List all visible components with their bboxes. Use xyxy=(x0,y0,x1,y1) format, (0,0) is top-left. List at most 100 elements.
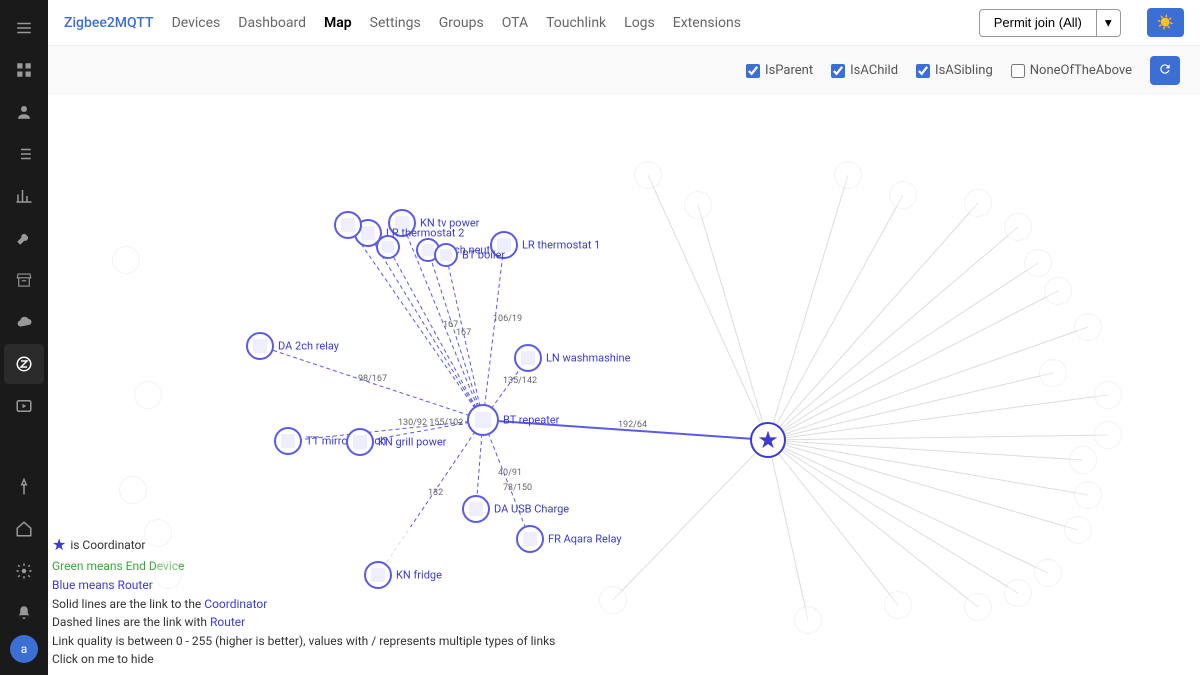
node-bt_repeater[interactable]: BT repeater xyxy=(467,404,499,436)
legend-coord: is Coordinator xyxy=(70,536,145,555)
filter-isachild[interactable]: IsAChild xyxy=(831,63,898,78)
ghost-node xyxy=(599,586,627,614)
nav-settings[interactable]: Settings xyxy=(370,15,421,31)
permit-join-group: Permit join (All) ▾ xyxy=(979,9,1121,37)
sidebar-list-icon[interactable] xyxy=(4,134,44,174)
svg-text:135/142: 135/142 xyxy=(503,376,537,386)
svg-text:167: 167 xyxy=(443,320,458,330)
theme-toggle-button[interactable]: ☀️ xyxy=(1147,8,1184,37)
nav-map[interactable]: Map xyxy=(324,15,352,31)
svg-text:167: 167 xyxy=(456,328,471,338)
sidebar-zigbee-icon[interactable] xyxy=(4,344,44,384)
filter-isparent-checkbox[interactable] xyxy=(746,64,760,78)
sidebar-user-icon[interactable] xyxy=(4,92,44,132)
ghost-node xyxy=(1069,446,1097,474)
ghost-node xyxy=(684,191,712,219)
sidebar: a xyxy=(0,0,48,675)
brand[interactable]: Zigbee2MQTT xyxy=(64,15,154,31)
avatar[interactable]: a xyxy=(10,635,38,663)
node-label: KN fridge xyxy=(396,569,442,582)
filter-isasibling[interactable]: IsASibling xyxy=(916,63,993,78)
node-da_2ch[interactable]: DA 2ch relay xyxy=(246,332,274,360)
node-label: LR thermostat 1 xyxy=(522,239,600,252)
ghost-node xyxy=(794,606,822,634)
node-label: FR Aqara Relay xyxy=(548,533,622,546)
ghost-node xyxy=(634,161,662,189)
sidebar-bell-icon[interactable] xyxy=(4,593,44,633)
ghost-node xyxy=(1044,277,1072,305)
filter-isparent[interactable]: IsParent xyxy=(746,63,813,78)
legend-enddevice: Green means End Device xyxy=(52,557,555,576)
node-label: LN washmashine xyxy=(546,352,630,365)
nav-devices[interactable]: Devices xyxy=(172,15,221,31)
node-label: BT repeater xyxy=(503,414,559,427)
filter-noneoftheabove[interactable]: NoneOfTheAbove xyxy=(1011,63,1132,78)
legend-dashed: Dashed lines are the link with Router xyxy=(52,613,555,632)
svg-text:40/91: 40/91 xyxy=(498,468,522,478)
refresh-button[interactable] xyxy=(1150,56,1180,85)
svg-text:192/64: 192/64 xyxy=(618,420,647,430)
sidebar-store-icon[interactable] xyxy=(4,260,44,300)
ghost-node xyxy=(889,181,917,209)
sidebar-menu-icon[interactable] xyxy=(4,8,44,48)
ghost-node xyxy=(1074,313,1102,341)
node-fr_aqara[interactable]: FR Aqara Relay xyxy=(516,525,544,553)
svg-text:106/19: 106/19 xyxy=(493,314,522,324)
nav-extensions[interactable]: Extensions xyxy=(673,15,741,31)
legend-solid: Solid lines are the link to the Coordina… xyxy=(52,595,555,614)
permit-join-button[interactable]: Permit join (All) xyxy=(979,9,1097,37)
legend-quality: Link quality is between 0 - 255 (higher … xyxy=(52,632,555,651)
sidebar-wrench-icon[interactable] xyxy=(4,218,44,258)
svg-text:98/167: 98/167 xyxy=(358,374,387,384)
node-bt_boiler[interactable]: BT boiler xyxy=(434,243,458,267)
node-label: DA USB Charge xyxy=(494,503,569,516)
sidebar-grid-icon[interactable] xyxy=(4,50,44,90)
node-kn_fridge[interactable]: KN fridge xyxy=(364,561,392,589)
ghost-node xyxy=(1064,516,1092,544)
ghost-node xyxy=(1039,359,1067,387)
legend[interactable]: ★ is Coordinator Green means End Device … xyxy=(48,527,559,675)
node-da_usb[interactable]: DA USB Charge xyxy=(462,495,490,523)
nav-logs[interactable]: Logs xyxy=(624,15,655,31)
ghost-node xyxy=(964,593,992,621)
ghost-node xyxy=(134,381,162,409)
node-nd_a[interactable] xyxy=(334,211,362,239)
network-map[interactable]: 106/19 135/142 167167 98/167 130/92 155/102 4… xyxy=(48,95,1200,675)
svg-text:132: 132 xyxy=(428,488,443,498)
ghost-node xyxy=(1004,213,1032,241)
legend-router: Blue means Router xyxy=(52,576,555,595)
permit-join-dropdown[interactable]: ▾ xyxy=(1097,9,1121,37)
svg-text:130/92 155/102: 130/92 155/102 xyxy=(398,418,463,428)
node-ln_wash[interactable]: LN washmashine xyxy=(514,344,542,372)
ghost-node xyxy=(1004,579,1032,607)
nav-groups[interactable]: Groups xyxy=(439,15,484,31)
nav-dashboard[interactable]: Dashboard xyxy=(238,15,306,31)
sidebar-gear-icon[interactable] xyxy=(4,551,44,591)
legend-hide: Click on me to hide xyxy=(52,650,555,669)
node-nd_b[interactable] xyxy=(376,235,400,259)
filter-noneoftheabove-checkbox[interactable] xyxy=(1011,64,1025,78)
sidebar-chart-icon[interactable] xyxy=(4,176,44,216)
node-tt_mirror[interactable]: TT mirror switch xyxy=(274,427,302,455)
nav-touchlink[interactable]: Touchlink xyxy=(546,15,606,31)
ghost-node xyxy=(154,561,182,589)
ghost-node xyxy=(144,519,172,547)
sidebar-pin-icon[interactable] xyxy=(4,467,44,507)
ghost-node xyxy=(1034,559,1062,587)
star-icon: ★ xyxy=(52,533,66,558)
sidebar-home-icon[interactable] xyxy=(4,509,44,549)
ghost-node xyxy=(1094,381,1122,409)
ghost-node xyxy=(884,591,912,619)
coordinator-node[interactable]: ★ xyxy=(750,422,786,458)
ghost-node xyxy=(1024,249,1052,277)
nav-ota[interactable]: OTA xyxy=(502,15,528,31)
ghost-node xyxy=(964,189,992,217)
filter-isachild-checkbox[interactable] xyxy=(831,64,845,78)
sidebar-cloud-icon[interactable] xyxy=(4,302,44,342)
sidebar-play-icon[interactable] xyxy=(4,386,44,426)
filter-isasibling-checkbox[interactable] xyxy=(916,64,930,78)
node-kn_grill[interactable]: KN grill power xyxy=(346,428,374,456)
ghost-node xyxy=(834,161,862,189)
ghost-node xyxy=(112,246,140,274)
ghost-node xyxy=(1074,481,1102,509)
